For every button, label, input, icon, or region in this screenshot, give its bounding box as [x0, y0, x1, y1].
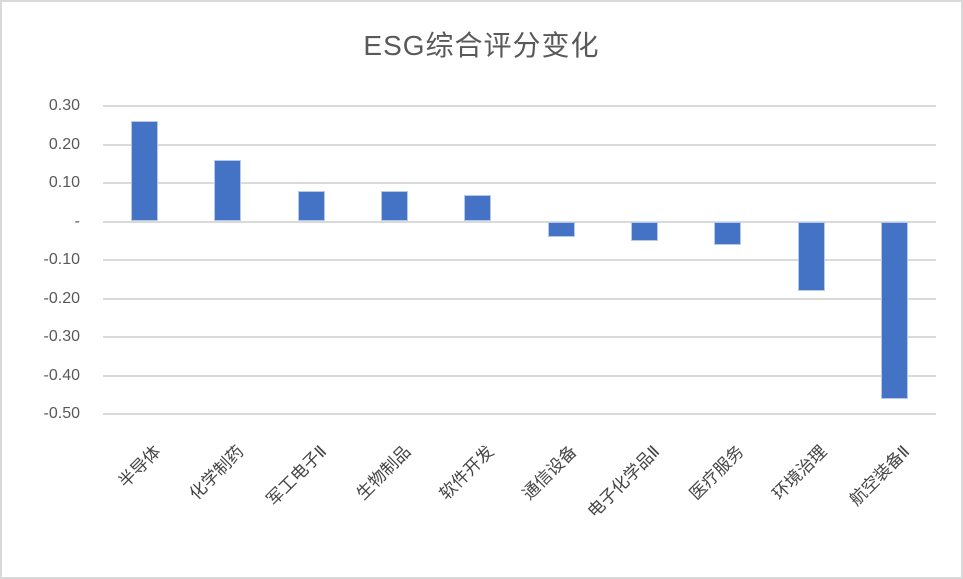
y-axis-tick-label: 0.30 — [48, 97, 80, 114]
gridline — [103, 297, 936, 300]
gridline — [103, 413, 936, 415]
gridline — [103, 259, 936, 261]
bar — [630, 221, 658, 241]
gridline — [103, 220, 936, 223]
y-axis-tick-label: 0.20 — [48, 135, 80, 153]
bar — [714, 221, 742, 245]
bar — [381, 190, 409, 222]
gridline — [103, 336, 936, 338]
chart-title: ESG综合评分变化 — [363, 30, 600, 61]
bar — [297, 190, 325, 222]
gridline — [103, 374, 936, 377]
bar — [131, 121, 159, 222]
y-axis-tick-label: 0.10 — [48, 174, 80, 191]
gridline — [103, 105, 936, 107]
y-axis-tick-label: -0.50 — [43, 405, 80, 422]
bar — [880, 221, 908, 399]
bar — [547, 221, 575, 237]
bar — [214, 159, 242, 222]
y-axis-tick-label: -0.10 — [43, 251, 80, 268]
x-axis-label: 航空装备Ⅱ — [846, 442, 914, 510]
y-axis-tick-label: -0.40 — [43, 366, 80, 384]
bar — [464, 194, 492, 222]
gridline — [103, 182, 936, 184]
gridline — [103, 143, 936, 146]
y-axis-tick-label: - — [74, 212, 80, 230]
bar — [797, 221, 825, 291]
y-axis-tick-label: -0.20 — [43, 289, 80, 307]
y-axis-tick-label: -0.30 — [43, 328, 80, 345]
